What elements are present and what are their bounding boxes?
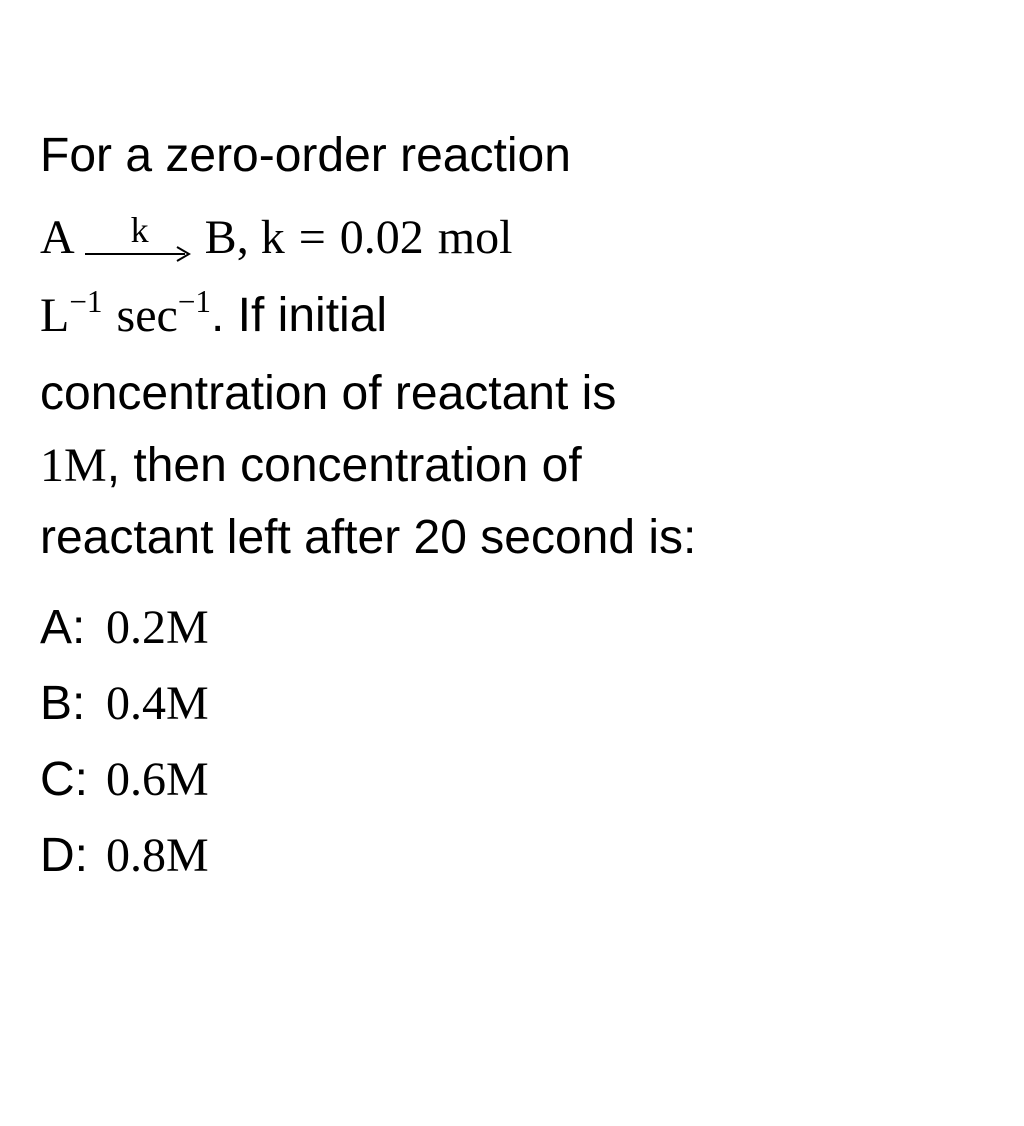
option-value: 0.4M: [106, 668, 209, 740]
unit-sec: sec: [117, 289, 178, 342]
line5-text: reactant left after 20 second is:: [40, 511, 696, 564]
line5: reactant left after 20 second is:: [40, 502, 984, 574]
option-b[interactable]: B: 0.4M: [40, 668, 984, 740]
line4: 1M, then concentration of: [40, 430, 984, 502]
option-letter: C:: [40, 744, 90, 816]
unit-sec-block: sec−1: [117, 280, 211, 352]
units-line: L−1 sec−1 . If initial: [40, 280, 984, 352]
after-units-text: . If initial: [211, 280, 387, 352]
initial-conc: 1M: [40, 439, 107, 492]
option-d[interactable]: D: 0.8M: [40, 820, 984, 892]
option-letter: A:: [40, 592, 90, 664]
reaction-equation: A k B, k = 0.02 mol: [40, 202, 984, 274]
line3-text: concentration of reactant is: [40, 367, 616, 420]
unit-L-block: L−1: [40, 280, 103, 352]
exp-neg1-b: −1: [178, 284, 211, 319]
options-list: A: 0.2M B: 0.4M C: 0.6M D: 0.8M: [40, 592, 984, 892]
reaction-arrow: k: [85, 212, 195, 264]
equals-sign: =: [299, 202, 326, 274]
option-letter: B:: [40, 668, 90, 740]
unit-L: L: [40, 289, 69, 342]
line3: concentration of reactant is: [40, 358, 984, 430]
intro-text: For a zero-order reaction: [40, 129, 571, 182]
intro-line: For a zero-order reaction: [40, 120, 984, 192]
product-and-k: B, k: [205, 202, 285, 274]
option-value: 0.8M: [106, 820, 209, 892]
arrow-icon: [85, 244, 195, 264]
option-letter: D:: [40, 820, 90, 892]
option-value: 0.2M: [106, 592, 209, 664]
option-c[interactable]: C: 0.6M: [40, 744, 984, 816]
unit-mol: mol: [438, 202, 513, 274]
arrow-label: k: [131, 212, 149, 248]
option-value: 0.6M: [106, 744, 209, 816]
line4-rest: , then concentration of: [107, 439, 582, 492]
option-a[interactable]: A: 0.2M: [40, 592, 984, 664]
reactant-symbol: A: [40, 202, 75, 274]
exp-neg1-a: −1: [69, 284, 102, 319]
rate-value: 0.02: [340, 202, 424, 274]
question-block: For a zero-order reaction A k B, k = 0.0…: [40, 120, 984, 892]
